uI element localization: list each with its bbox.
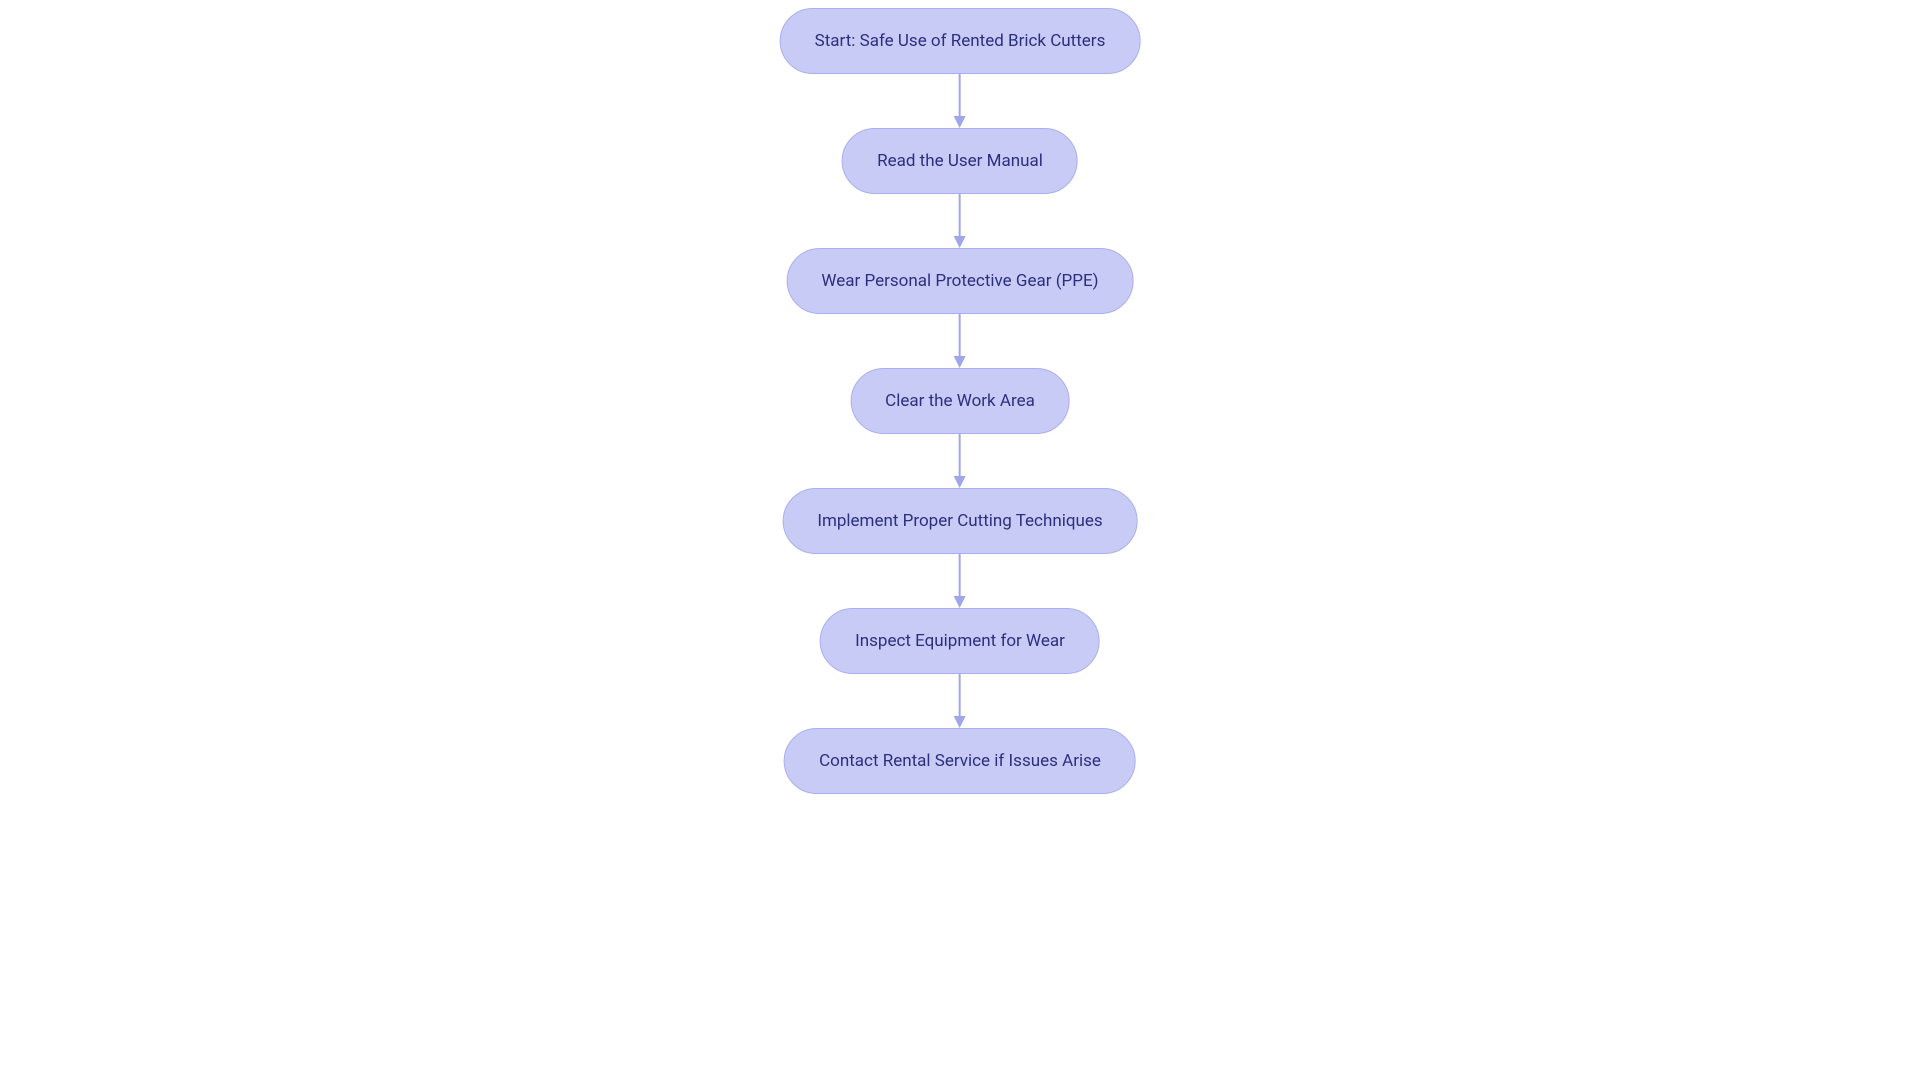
arrow-head-icon [954, 716, 966, 728]
arrow-head-icon [954, 356, 966, 368]
node-label: Start: Safe Use of Rented Brick Cutters [815, 31, 1106, 51]
arrow-line [959, 674, 961, 716]
arrow-line [959, 314, 961, 356]
node-label: Clear the Work Area [885, 391, 1035, 411]
arrow-line [959, 554, 961, 596]
arrow-head-icon [954, 596, 966, 608]
flowchart-node: Clear the Work Area [850, 368, 1070, 434]
flowchart-arrow [954, 434, 966, 488]
flowchart-node: Implement Proper Cutting Techniques [782, 488, 1137, 554]
node-label: Wear Personal Protective Gear (PPE) [821, 271, 1098, 291]
flowchart-node: Wear Personal Protective Gear (PPE) [786, 248, 1133, 314]
flowchart-node: Contact Rental Service if Issues Arise [784, 728, 1136, 794]
flowchart-arrow [954, 314, 966, 368]
flowchart-node: Read the User Manual [842, 128, 1078, 194]
node-label: Read the User Manual [877, 151, 1043, 171]
flowchart-node: Start: Safe Use of Rented Brick Cutters [780, 8, 1141, 74]
flowchart-arrow [954, 674, 966, 728]
arrow-head-icon [954, 236, 966, 248]
node-label: Contact Rental Service if Issues Arise [819, 751, 1101, 771]
flowchart-arrow [954, 554, 966, 608]
flowchart-node: Inspect Equipment for Wear [820, 608, 1100, 674]
flowchart-container: Start: Safe Use of Rented Brick Cutters … [780, 8, 1141, 794]
node-label: Implement Proper Cutting Techniques [817, 511, 1102, 531]
flowchart-arrow [954, 74, 966, 128]
arrow-line [959, 434, 961, 476]
arrow-head-icon [954, 476, 966, 488]
arrow-line [959, 194, 961, 236]
arrow-line [959, 74, 961, 116]
node-label: Inspect Equipment for Wear [855, 631, 1065, 651]
arrow-head-icon [954, 116, 966, 128]
flowchart-arrow [954, 194, 966, 248]
